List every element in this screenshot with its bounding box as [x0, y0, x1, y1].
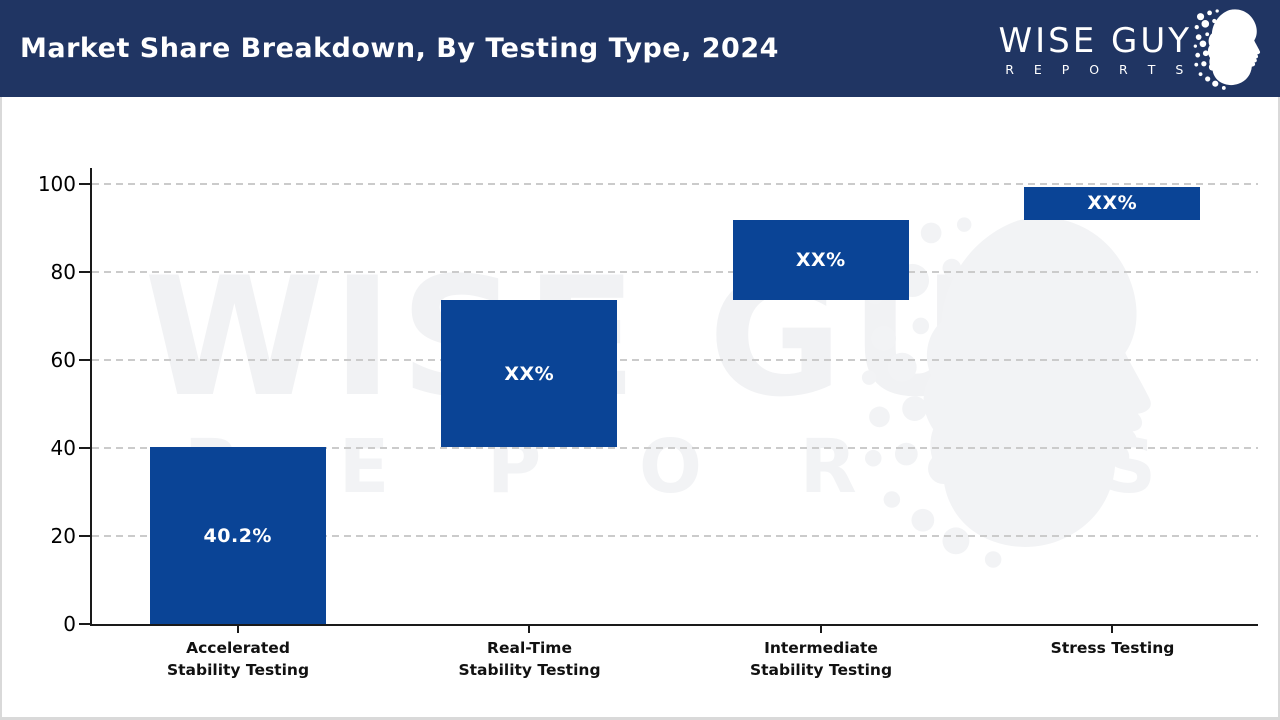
- brand-logo: WISE GUY R E P O R T S: [998, 6, 1280, 92]
- x-tick-mark-3: [819, 626, 822, 633]
- y-tick-label-100: 100: [37, 172, 76, 196]
- watermark-wordmark: WISE GUY: [144, 242, 1116, 433]
- y-tick-label-60: 60: [50, 348, 76, 372]
- chart-area: WISE GUY R E P O R T S 40.2% XX% XX% XX% 0 2…: [0, 97, 1280, 720]
- gridline-y-40: [92, 447, 1258, 449]
- gridline-y-80: [92, 271, 1258, 273]
- logo-subtitle: R E P O R T S: [1005, 61, 1192, 77]
- x-category-label-2: Real-Time Stability Testing: [384, 638, 676, 681]
- x-category-label-line: Accelerated: [186, 639, 290, 657]
- x-category-label-line: Stability Testing: [166, 660, 310, 679]
- bar-value-label: XX%: [504, 362, 555, 385]
- gridline-y-20: [92, 535, 1258, 537]
- x-category-label-4: Stress Testing: [967, 638, 1259, 660]
- y-tick-label-0: 0: [63, 612, 76, 636]
- bar-4: XX%: [1024, 186, 1201, 221]
- y-tick-mark-80: [79, 271, 90, 273]
- x-tick-mark-4: [1111, 626, 1114, 633]
- bar-1: 40.2%: [149, 447, 326, 624]
- plot-area: WISE GUY R E P O R T S 40.2% XX% XX% XX%: [90, 168, 1258, 626]
- y-tick-label-40: 40: [50, 436, 76, 460]
- y-tick-label-80: 80: [50, 260, 76, 284]
- x-tick-mark-1: [236, 626, 239, 633]
- gridline-y-100: [92, 183, 1258, 185]
- bar-value-label: 40.2%: [203, 524, 272, 547]
- header: Market Share Breakdown, By Testing Type,…: [0, 0, 1280, 97]
- y-tick-label-20: 20: [50, 524, 76, 548]
- wiseguy-face-icon: [1192, 6, 1268, 92]
- x-category-label-line: Stress Testing: [1050, 639, 1175, 657]
- bar-value-label: XX%: [1087, 192, 1138, 215]
- y-tick-mark-100: [79, 183, 90, 185]
- y-tick-mark-60: [79, 359, 90, 361]
- bar-2: XX%: [441, 300, 618, 448]
- brand-text: WISE GUY R E P O R T S: [998, 21, 1192, 77]
- watermark-subtitle: R E P O R T S: [184, 424, 1193, 510]
- gridline-y-60: [92, 359, 1258, 361]
- page-title: Market Share Breakdown, By Testing Type,…: [20, 33, 779, 64]
- x-category-label-line: Intermediate: [764, 639, 878, 657]
- logo-wordmark: WISE GUY: [998, 20, 1192, 61]
- x-category-label-line: Stability Testing: [458, 660, 601, 679]
- x-category-label-1: Accelerated Stability Testing: [92, 638, 384, 681]
- bar-3: XX%: [732, 220, 909, 301]
- x-tick-mark-2: [528, 626, 531, 633]
- bar-value-label: XX%: [795, 249, 846, 272]
- y-tick-mark-20: [79, 535, 90, 537]
- y-tick-mark-0: [79, 623, 90, 625]
- x-category-label-line: Real-Time: [487, 639, 572, 657]
- x-category-label-line: Stability Testing: [749, 660, 893, 679]
- x-category-label-3: Intermediate Stability Testing: [675, 638, 967, 681]
- y-tick-mark-40: [79, 447, 90, 449]
